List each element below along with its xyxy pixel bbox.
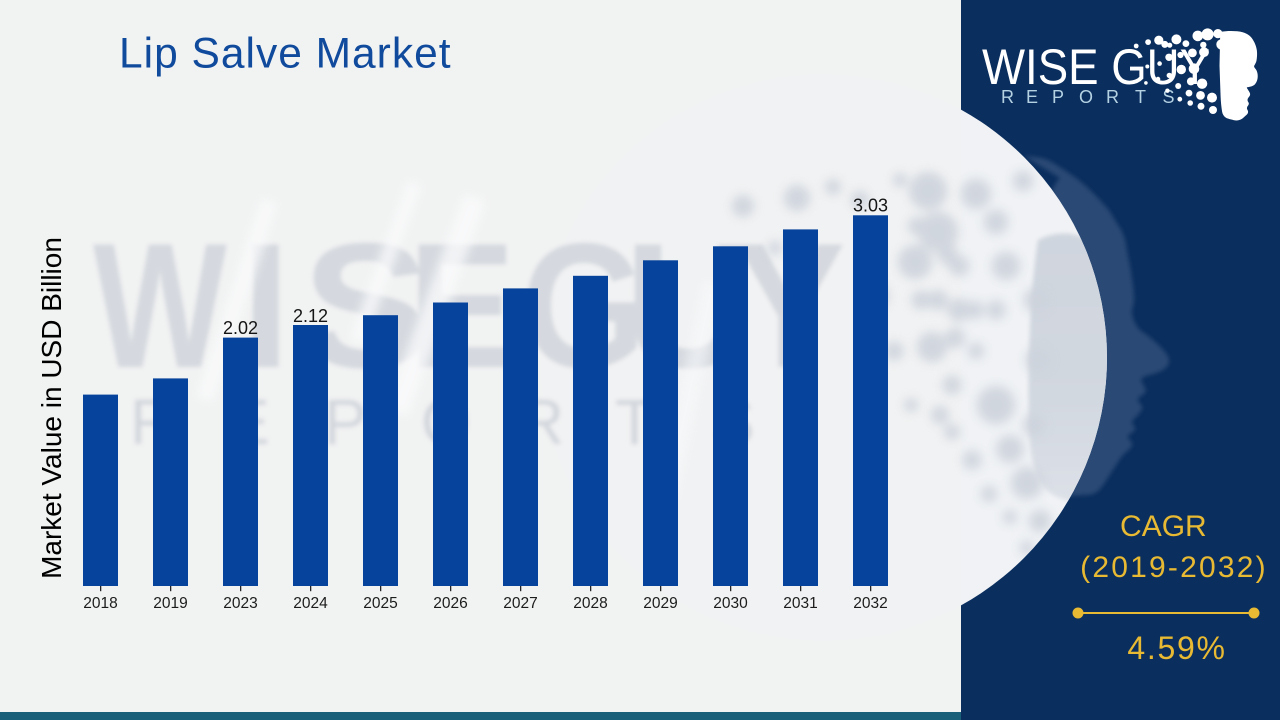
svg-text:2018: 2018 [83, 595, 117, 612]
svg-text:3.03: 3.03 [853, 196, 888, 216]
svg-text:O: O [1079, 87, 1093, 107]
svg-text:2028: 2028 [573, 595, 607, 612]
svg-text:T: T [1135, 87, 1146, 107]
svg-text:S: S [1163, 87, 1175, 107]
svg-text:2.12: 2.12 [293, 306, 328, 326]
svg-text:R: R [1001, 87, 1014, 107]
svg-text:P: P [1052, 87, 1064, 107]
svg-text:2027: 2027 [503, 595, 537, 612]
svg-text:2026: 2026 [433, 595, 467, 612]
svg-text:2025: 2025 [363, 595, 397, 612]
svg-text:2031: 2031 [783, 595, 817, 612]
svg-text:Market Value in USD Billion: Market Value in USD Billion [36, 237, 67, 579]
svg-text:2032: 2032 [853, 595, 887, 612]
svg-text:2019: 2019 [153, 595, 187, 612]
svg-text:WISE GUY: WISE GUY [982, 39, 1210, 95]
svg-text:(2019-2032): (2019-2032) [1080, 551, 1268, 584]
svg-text:2029: 2029 [643, 595, 677, 612]
svg-text:4.59%: 4.59% [1127, 630, 1226, 666]
svg-text:2030: 2030 [713, 595, 748, 612]
svg-text:E: E [1026, 87, 1038, 107]
svg-text:R: R [1106, 87, 1119, 107]
svg-text:2.02: 2.02 [223, 318, 258, 338]
svg-text:2023: 2023 [223, 595, 257, 612]
svg-text:2024: 2024 [293, 595, 328, 612]
svg-text:CAGR: CAGR [1120, 510, 1207, 543]
svg-text:Lip Salve Market: Lip Salve Market [119, 31, 452, 78]
svg-text:P: P [324, 386, 367, 458]
